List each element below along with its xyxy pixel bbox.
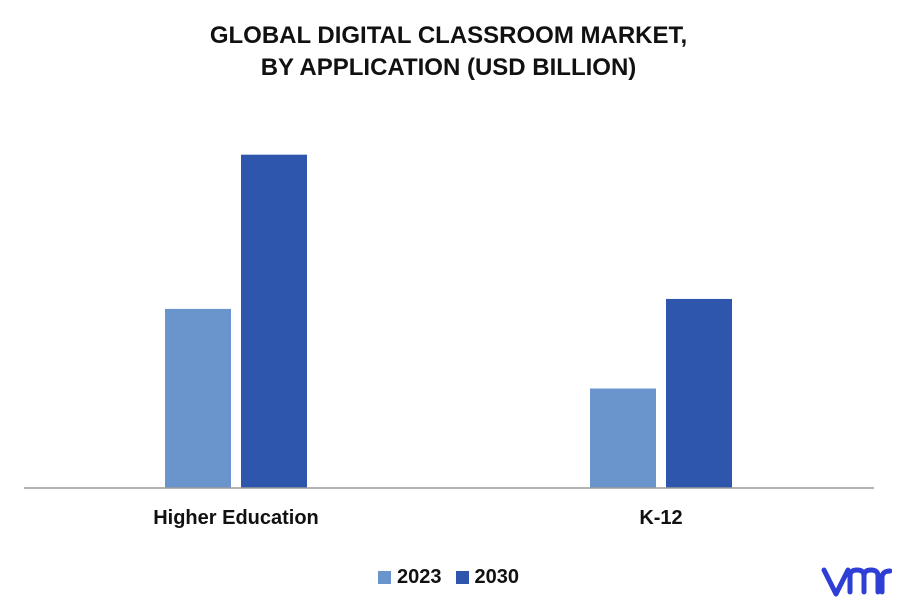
bar-higher-education-2030 [241, 154, 307, 489]
chart-title-line-2: BY APPLICATION (USD BILLION) [260, 54, 637, 81]
chart-title-line-1: GLOBAL DIGITAL CLASSROOM MARKET, [209, 22, 688, 49]
legend-label-2030: 2030 [474, 566, 520, 588]
legend-swatch-2023 [378, 571, 391, 584]
x-tick-label: K-12 [639, 507, 682, 529]
vmr-logo-icon [821, 567, 892, 597]
legend-item-2023: 2023 [378, 566, 442, 589]
chart-title: GLOBAL DIGITAL CLASSROOM MARKET, BY APPL… [0, 20, 897, 84]
legend: 2023 2030 [0, 566, 897, 589]
legend-swatch-2030 [455, 571, 469, 584]
bar-k-12-2030 [666, 298, 732, 488]
bar-higher-education-2023 [165, 308, 231, 488]
legend-label-2023: 2023 [397, 566, 442, 588]
legend-item-2030: 2030 [455, 566, 520, 589]
x-tick-label: Higher Education [153, 507, 319, 529]
bar-k-12-2023 [590, 388, 656, 488]
